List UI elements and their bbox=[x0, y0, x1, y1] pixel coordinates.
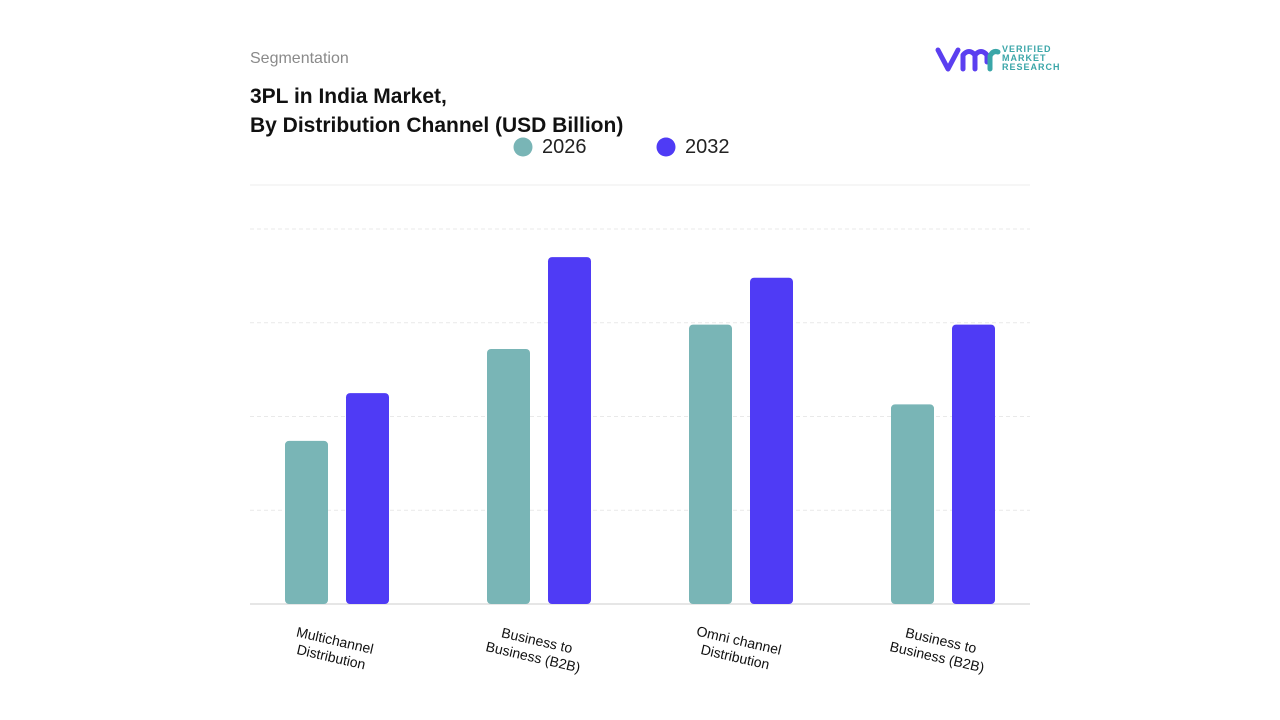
legend-label: 2026 bbox=[542, 136, 587, 158]
chart-title: 3PL in India Market, By Distribution Cha… bbox=[250, 85, 624, 137]
bar bbox=[891, 404, 934, 604]
bar bbox=[548, 257, 591, 604]
bar bbox=[689, 324, 732, 604]
bar bbox=[346, 393, 389, 604]
logo-v bbox=[935, 47, 961, 72]
logo-m bbox=[960, 49, 990, 72]
brand-text: VERIFIED MARKET RESEARCH bbox=[1002, 44, 1061, 72]
legend-marker bbox=[513, 137, 533, 157]
subtitle: Segmentation bbox=[250, 50, 349, 67]
bar bbox=[487, 349, 530, 604]
logo-mark bbox=[935, 47, 1001, 72]
legend-marker bbox=[656, 137, 676, 157]
bar bbox=[750, 277, 793, 604]
bar bbox=[952, 324, 995, 604]
legend-label: 2032 bbox=[685, 136, 730, 158]
logo-r bbox=[987, 49, 1001, 72]
bar bbox=[285, 440, 328, 604]
